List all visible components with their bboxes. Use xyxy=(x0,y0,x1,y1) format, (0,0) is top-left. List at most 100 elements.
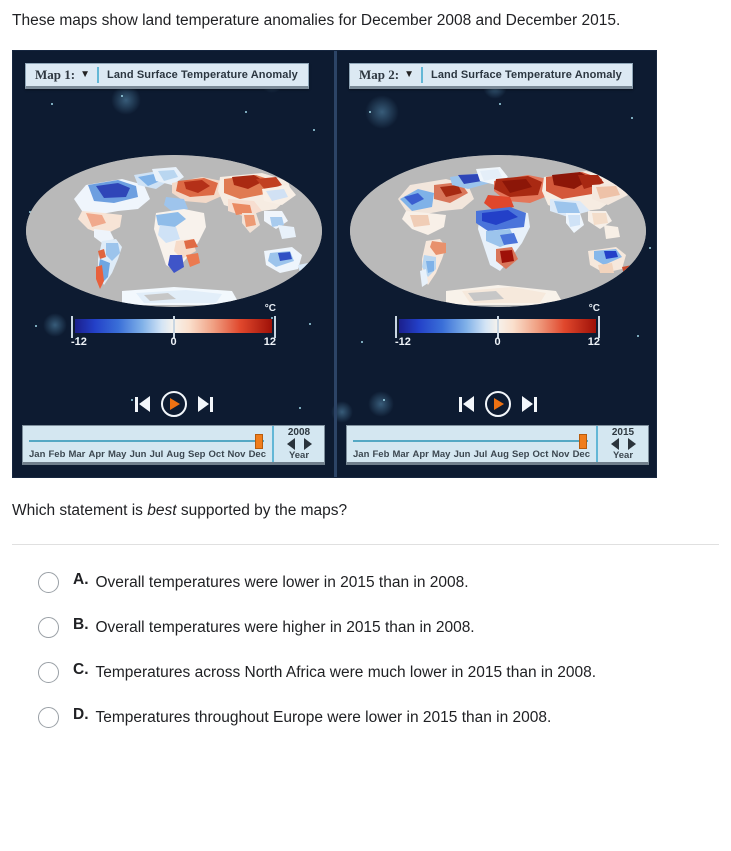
map-1-anomaly-image xyxy=(26,155,322,307)
colorbar-tick-max xyxy=(598,316,600,338)
month-label[interactable]: Dec xyxy=(572,449,590,460)
colorbar-tick-max xyxy=(274,316,276,338)
play-button[interactable] xyxy=(160,391,187,417)
chevron-down-icon: ▼ xyxy=(404,69,414,80)
radio-button-c[interactable] xyxy=(38,662,59,683)
intro-text: These maps show land temperature anomali… xyxy=(12,12,621,29)
map-2-globe[interactable] xyxy=(350,155,646,307)
answer-choices: A. Overall temperatures were lower in 20… xyxy=(0,571,731,729)
month-label[interactable]: Feb xyxy=(372,449,390,460)
month-label[interactable]: Jun xyxy=(129,449,147,460)
map-1-year-value: 2008 xyxy=(287,427,311,438)
month-label[interactable]: Jul xyxy=(473,449,488,460)
answer-choice-b[interactable]: B. Overall temperatures were higher in 2… xyxy=(0,616,731,639)
play-button[interactable] xyxy=(484,391,511,417)
year-decrement-icon[interactable] xyxy=(286,438,295,450)
map-2-scale-min: -12 xyxy=(395,336,411,348)
month-label[interactable]: May xyxy=(431,449,451,460)
choice-letter-a: A. xyxy=(73,571,89,588)
answer-choice-a[interactable]: A. Overall temperatures were lower in 20… xyxy=(0,571,731,594)
map-2-timeline: Jan Feb Mar Apr May Jun Jul Aug Sep Oct … xyxy=(346,425,649,465)
radio-button-d[interactable] xyxy=(38,707,59,728)
map-2-year-control: 2015 Year xyxy=(596,426,648,462)
map-2-year-value: 2015 xyxy=(611,427,635,438)
next-frame-button[interactable] xyxy=(521,396,537,412)
year-decrement-icon[interactable] xyxy=(610,438,619,450)
question-prompt: Which statement is best supported by the… xyxy=(12,500,731,522)
radio-button-a[interactable] xyxy=(38,572,59,593)
choice-text-b: Overall temperatures were higher in 2015… xyxy=(95,619,475,636)
chevron-down-icon: ▼ xyxy=(80,69,90,80)
radio-button-b[interactable] xyxy=(38,617,59,638)
slider-track xyxy=(29,440,264,442)
map-2-month-labels: Jan Feb Mar Apr May Jun Jul Aug Sep Oct … xyxy=(347,449,596,460)
month-label[interactable]: Mar xyxy=(392,449,410,460)
map-1-selector[interactable]: Map 1: ▼ xyxy=(26,64,97,86)
year-increment-icon[interactable] xyxy=(627,438,636,450)
map-1-scale-max: 12 xyxy=(263,336,276,348)
month-label[interactable]: Nov xyxy=(551,449,570,460)
month-label[interactable]: Mar xyxy=(68,449,86,460)
map-2-legend: °C -12 0 12 xyxy=(395,303,600,350)
map-2-year-label: Year xyxy=(612,450,634,461)
map-1-year-label: Year xyxy=(288,450,310,461)
map-panel-2: Map 2: ▼ Land Surface Temperature Anomal… xyxy=(337,51,656,477)
previous-frame-button[interactable] xyxy=(458,396,474,412)
map-2-select-label: Map 2: xyxy=(359,67,400,82)
year-increment-icon[interactable] xyxy=(303,438,312,450)
slider-handle[interactable] xyxy=(579,434,587,449)
answer-choice-d[interactable]: D. Temperatures throughout Europe were l… xyxy=(0,706,731,729)
choice-text-c: Temperatures across North Africa were mu… xyxy=(95,664,597,681)
map-1-scale-min: -12 xyxy=(71,336,87,348)
map-2-month-slider[interactable]: Jan Feb Mar Apr May Jun Jul Aug Sep Oct … xyxy=(347,426,596,462)
map-1-scale-mid: 0 xyxy=(170,336,177,348)
month-label[interactable]: Jun xyxy=(453,449,471,460)
header-separator xyxy=(97,67,99,83)
slider-handle[interactable] xyxy=(255,434,263,449)
month-label[interactable]: Aug xyxy=(166,449,185,460)
map-2-selector[interactable]: Map 2: ▼ xyxy=(350,64,421,86)
month-label[interactable]: May xyxy=(107,449,127,460)
choice-text-d: Temperatures throughout Europe were lowe… xyxy=(95,709,552,726)
map-panel-1: Map 1: ▼ Land Surface Temperature Anomal… xyxy=(13,51,334,477)
colorbar-tick-min xyxy=(395,316,397,338)
colorbar-tick-mid xyxy=(172,316,175,338)
choice-letter-b: B. xyxy=(73,616,89,633)
divider xyxy=(12,544,719,545)
map-1-globe[interactable] xyxy=(26,155,322,307)
month-label[interactable]: Sep xyxy=(188,449,206,460)
map-2-unit-label: °C xyxy=(588,303,600,314)
map-2-scale-mid: 0 xyxy=(494,336,501,348)
month-label[interactable]: Jan xyxy=(29,449,46,460)
map-1-month-labels: Jan Feb Mar Apr May Jun Jul Aug Sep Oct … xyxy=(23,449,272,460)
month-label[interactable]: Nov xyxy=(227,449,246,460)
map-1-timeline: Jan Feb Mar Apr May Jun Jul Aug Sep Oct … xyxy=(22,425,325,465)
month-label[interactable]: Apr xyxy=(88,449,105,460)
question-emphasis: best xyxy=(147,502,177,519)
slider-track xyxy=(353,440,588,442)
colorbar-tick-mid xyxy=(496,316,499,338)
previous-frame-button[interactable] xyxy=(134,396,150,412)
month-label[interactable]: Jan xyxy=(353,449,370,460)
question-text-before: Which statement is xyxy=(12,502,148,519)
month-label[interactable]: Sep xyxy=(512,449,530,460)
map-2-header: Map 2: ▼ Land Surface Temperature Anomal… xyxy=(349,63,633,89)
answer-choice-c[interactable]: C. Temperatures across North Africa were… xyxy=(0,661,731,684)
month-label[interactable]: Oct xyxy=(532,449,549,460)
month-label[interactable]: Apr xyxy=(412,449,429,460)
month-label[interactable]: Oct xyxy=(208,449,225,460)
map-1-dataset-title: Land Surface Temperature Anomaly xyxy=(107,69,298,81)
header-separator xyxy=(421,67,423,83)
panel-divider xyxy=(334,51,337,477)
map-1-legend: °C -12 0 12 xyxy=(71,303,276,350)
month-label[interactable]: Jul xyxy=(149,449,164,460)
map-2-playback-controls xyxy=(337,391,656,417)
month-label[interactable]: Feb xyxy=(48,449,66,460)
map-1-month-slider[interactable]: Jan Feb Mar Apr May Jun Jul Aug Sep Oct … xyxy=(23,426,272,462)
choice-letter-c: C. xyxy=(73,661,89,678)
map-1-playback-controls xyxy=(13,391,334,417)
month-label[interactable]: Dec xyxy=(248,449,266,460)
month-label[interactable]: Aug xyxy=(490,449,509,460)
next-frame-button[interactable] xyxy=(197,396,213,412)
map-1-select-label: Map 1: xyxy=(35,67,76,82)
